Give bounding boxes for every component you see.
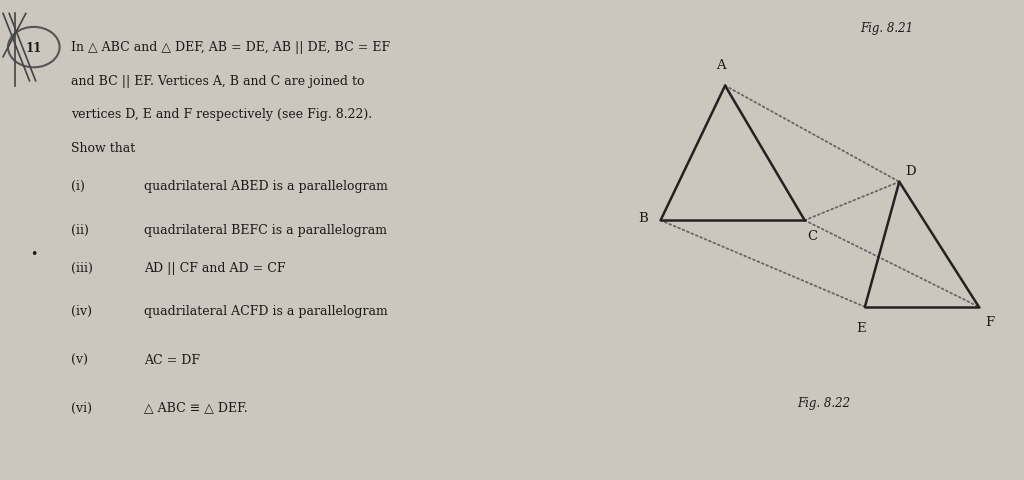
Text: AC = DF: AC = DF [144, 353, 201, 366]
Text: (vi): (vi) [71, 401, 92, 414]
Text: AD || CF and AD = CF: AD || CF and AD = CF [144, 262, 286, 275]
Text: Fig. 8.22: Fig. 8.22 [798, 396, 851, 409]
Text: B: B [638, 212, 647, 225]
Text: 11: 11 [26, 41, 42, 55]
Text: (ii): (ii) [71, 223, 88, 236]
Text: •: • [30, 248, 38, 261]
Text: quadrilateral ABED is a parallelogram: quadrilateral ABED is a parallelogram [144, 180, 388, 193]
Text: In △ ABC and △ DEF, AB = DE, AB || DE, BC = EF: In △ ABC and △ DEF, AB = DE, AB || DE, B… [71, 41, 390, 54]
Text: F: F [985, 316, 994, 329]
Text: D: D [905, 165, 916, 178]
Text: C: C [807, 229, 817, 242]
Text: and BC || EF. Vertices A, B and C are joined to: and BC || EF. Vertices A, B and C are jo… [71, 74, 365, 87]
Text: (i): (i) [71, 180, 85, 193]
Text: A: A [716, 59, 726, 72]
Text: △ ABC ≡ △ DEF.: △ ABC ≡ △ DEF. [144, 401, 248, 414]
Text: (iii): (iii) [71, 262, 92, 275]
Text: Show that: Show that [71, 142, 135, 155]
Text: (v): (v) [71, 353, 88, 366]
Text: E: E [856, 322, 866, 335]
Text: Fig. 8.21: Fig. 8.21 [860, 22, 913, 35]
Text: quadrilateral ACFD is a parallelogram: quadrilateral ACFD is a parallelogram [144, 305, 388, 318]
Text: (iv): (iv) [71, 305, 92, 318]
Text: quadrilateral BEFC is a parallelogram: quadrilateral BEFC is a parallelogram [144, 223, 387, 236]
Text: vertices D, E and F respectively (see Fig. 8.22).: vertices D, E and F respectively (see Fi… [71, 108, 372, 121]
